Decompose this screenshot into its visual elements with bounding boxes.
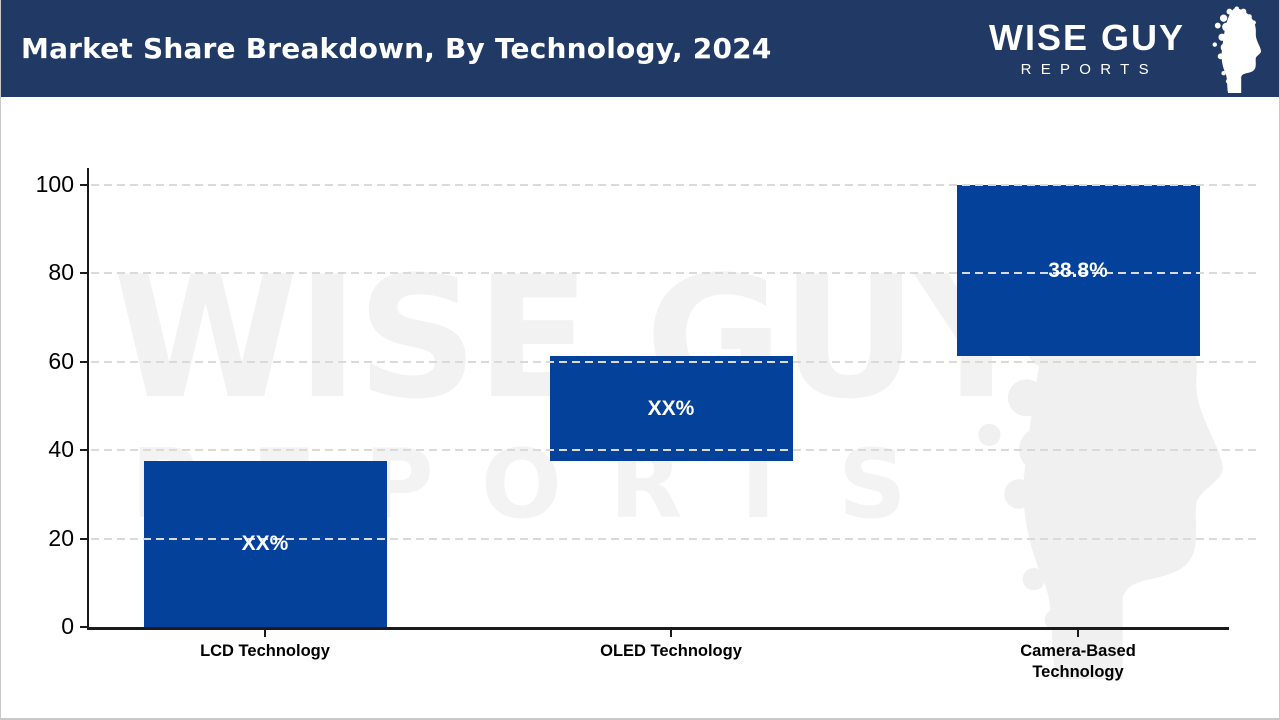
gridline-20 (91, 537, 1256, 540)
y-axis (87, 168, 89, 630)
logo-wordmark: WISE GUY (988, 17, 1185, 58)
wise-guy-reports-logo: WISE GUY REPORTS (988, 5, 1279, 93)
bar-value-label: 38.8% (1048, 258, 1108, 282)
x-tick (264, 627, 266, 637)
page-title: Market Share Breakdown, By Technology, 2… (21, 32, 772, 65)
x-axis-category-label: OLED Technology (600, 642, 742, 660)
y-axis-tick-label: 20 (48, 524, 74, 551)
y-tick (80, 626, 89, 628)
bar-value-label: XX% (241, 532, 289, 556)
logo-text: WISE GUY REPORTS (988, 17, 1185, 78)
y-axis-tick-label: 0 (61, 613, 74, 639)
bar-oled-technology (549, 356, 793, 462)
y-tick (80, 184, 89, 186)
y-tick (80, 360, 89, 363)
gridline-40 (91, 449, 1256, 452)
y-tick (80, 449, 89, 452)
x-tick (670, 627, 672, 637)
gridline-80 (91, 272, 1256, 275)
logo-subtitle: REPORTS (1020, 61, 1158, 78)
bar-lcd-technology (143, 461, 387, 627)
y-axis-tick-label: 80 (48, 259, 74, 286)
gridline-60 (91, 360, 1256, 363)
y-axis-tick-label: 40 (48, 436, 74, 463)
header-bar: Market Share Breakdown, By Technology, 2… (1, 0, 1279, 97)
dotted-head-icon (1212, 5, 1262, 93)
y-axis-tick-label: 100 (35, 171, 74, 197)
x-axis-category-label: Camera-Based Technology (1020, 642, 1136, 682)
gridline-100 (91, 184, 1256, 186)
y-tick (80, 272, 89, 275)
bar-value-label: XX% (647, 396, 695, 420)
y-tick (80, 537, 89, 540)
x-axis (87, 627, 1229, 630)
y-axis-tick-label: 60 (48, 347, 74, 374)
x-axis-category-label: LCD Technology (200, 642, 330, 660)
